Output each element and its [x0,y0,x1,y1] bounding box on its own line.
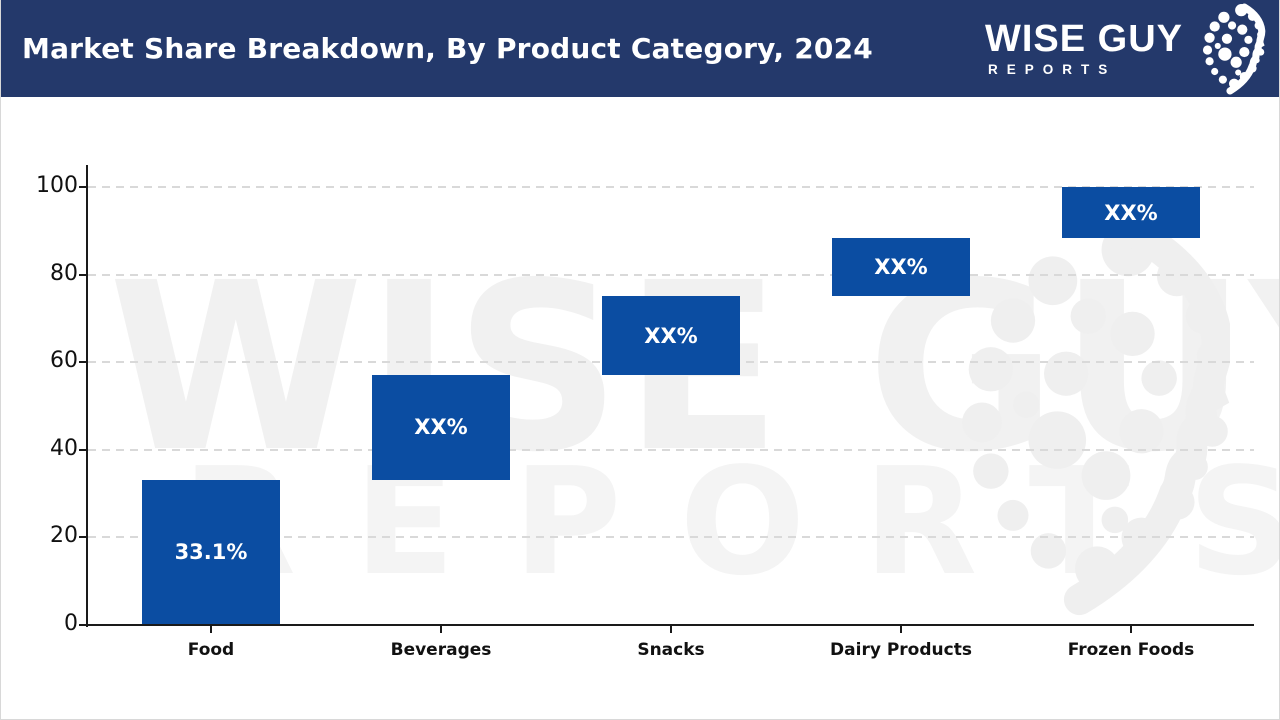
logo-name-text: WISE GUY [984,18,1183,60]
x-category-label-4: Frozen Foods [1067,640,1195,660]
x-tick-mark-3 [900,626,902,633]
x-category-label-1: Beverages [390,640,492,660]
header-bar: Market Share Breakdown, By Product Categ… [0,0,1280,97]
y-axis-spine [86,165,88,627]
x-axis-spine [86,623,1254,626]
x-category-label-3: Dairy Products [830,640,972,660]
y-tick-label-40: 40 [50,435,78,461]
logo-text: WISE GUY REPORTS [985,20,1183,77]
logo-sub-text: REPORTS [987,62,1117,77]
gridline-80 [88,273,1254,276]
gridline-100 [88,186,1254,188]
x-category-label-2: Snacks [637,640,705,660]
y-tick-mark-80 [79,273,88,276]
x-category-label-0: Food [187,640,235,660]
y-tick-label-0: 0 [64,610,78,636]
y-tick-label-20: 20 [50,523,78,548]
bar-snacks: XX% [602,295,740,376]
y-tick-mark-100 [79,186,88,188]
y-tick-mark-0 [79,623,88,626]
x-tick-mark-2 [670,626,672,633]
chart-title: Market Share Breakdown, By Product Categ… [22,32,873,65]
y-tick-label-100: 100 [36,173,78,198]
gridline-20 [88,536,1254,538]
y-tick-label-60: 60 [50,348,78,373]
x-tick-mark-0 [210,626,212,633]
bar-dairy-products: XX% [832,238,970,296]
bar-value-label: 33.1% [174,540,248,565]
gridline-40 [88,448,1254,451]
bar-beverages: XX% [372,375,510,480]
y-tick-mark-40 [79,448,88,451]
y-tick-mark-60 [79,361,88,363]
bar-value-label: XX% [1104,200,1158,225]
y-tick-mark-20 [79,536,88,538]
x-tick-mark-4 [1130,626,1132,633]
bar-value-label: XX% [414,415,468,440]
wise-guy-reports-logo: WISE GUY REPORTS [985,0,1270,97]
bar-value-label: XX% [644,323,698,348]
bar-value-label: XX% [874,255,928,280]
x-tick-mark-1 [440,626,442,633]
bar-frozen-foods: XX% [1062,187,1200,239]
y-tick-label-80: 80 [50,260,78,286]
bar-food: 33.1% [142,479,280,625]
logo-head-icon [1202,3,1266,94]
